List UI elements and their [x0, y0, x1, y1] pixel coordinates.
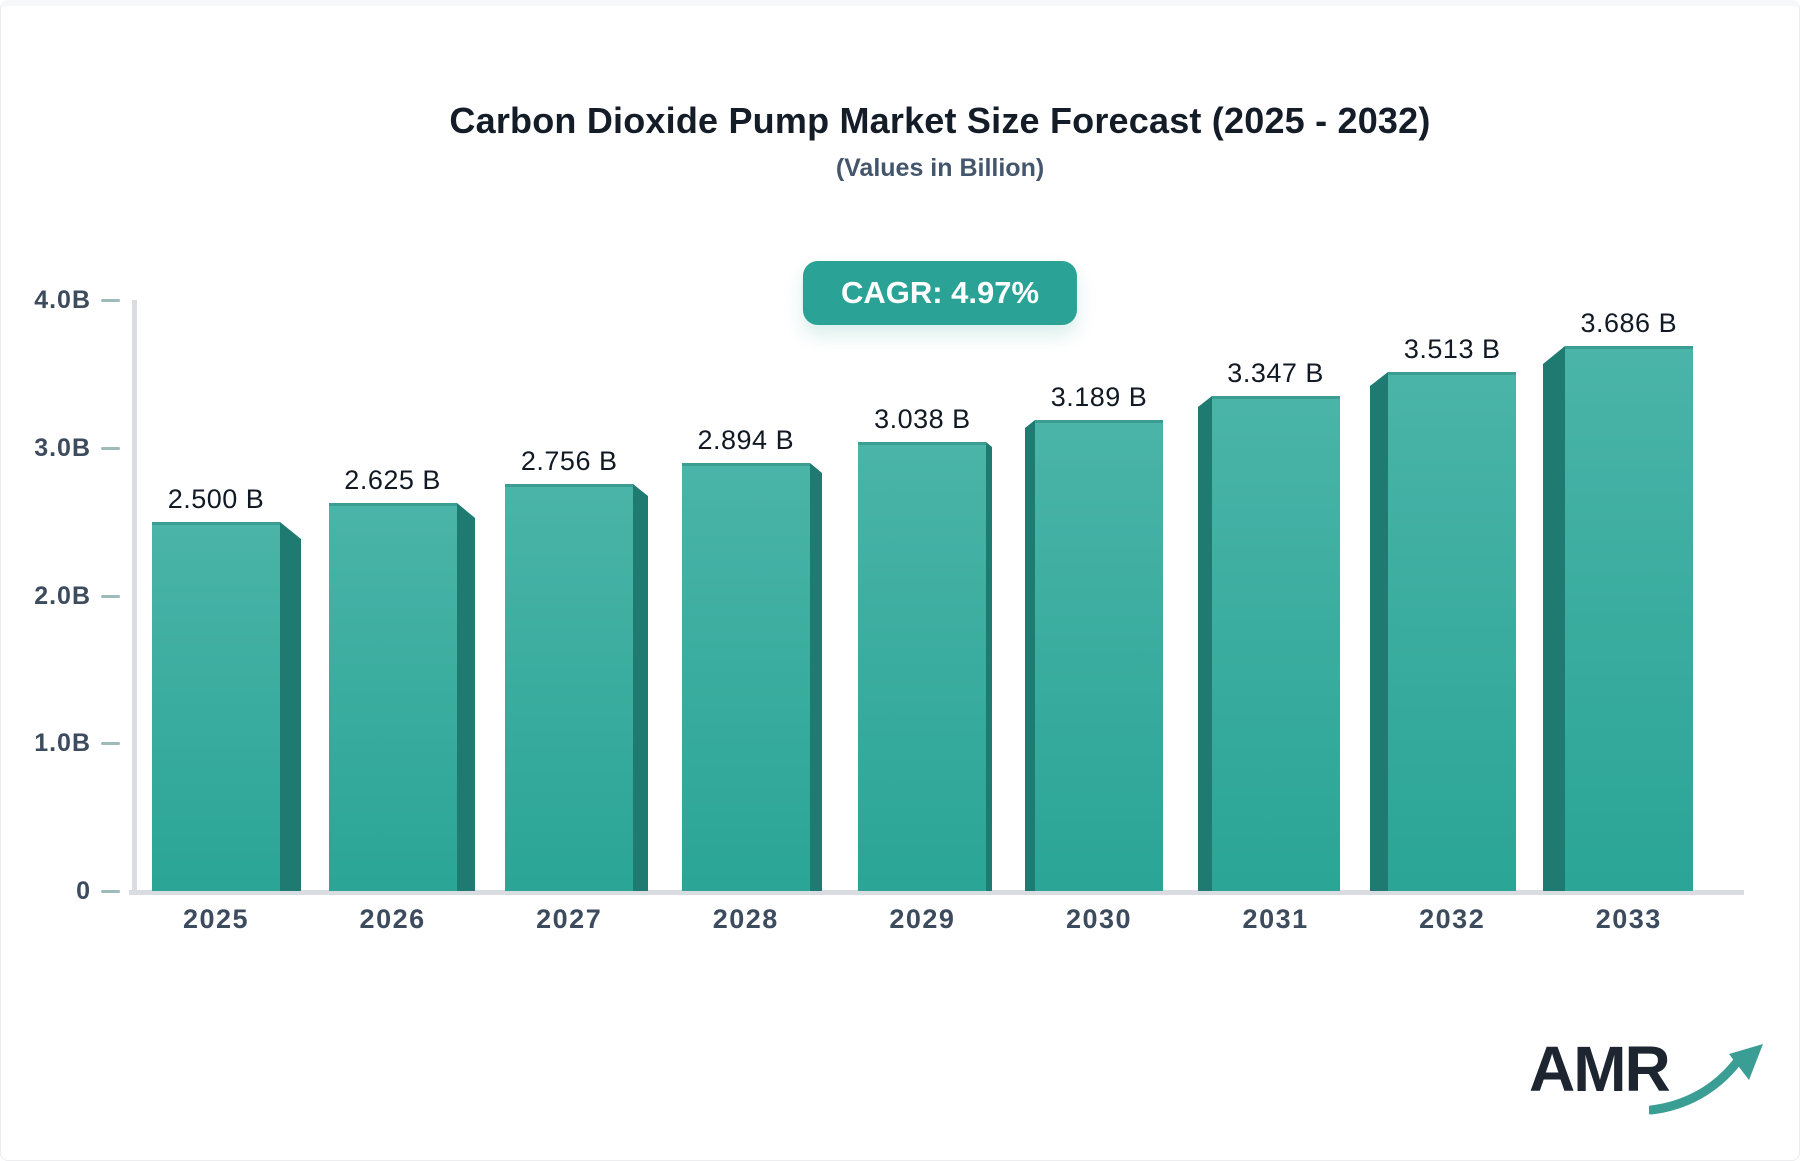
bar-value-label-2030: 3.189 B [1050, 382, 1148, 412]
x-axis-label-2028: 2028 [712, 904, 779, 934]
y-tick-label: 4.0B [34, 286, 91, 314]
bar-side-2028 [810, 463, 822, 891]
bar-value-label-2031: 3.347 B [1227, 358, 1324, 388]
amr-logo-text: AMR [1529, 1033, 1671, 1105]
bar-2025 [152, 522, 280, 891]
bar-side-2027 [633, 484, 648, 891]
chart-subtitle: (Values in Billion) [835, 154, 1045, 182]
x-axis-label-2031: 2031 [1242, 904, 1309, 934]
y-tick [101, 594, 120, 598]
bar-chart-plot: 0 1.0B 2.0B 3.0B 4.0B 2.500 B 2025 2.625 B 2026 2… [1, 6, 1799, 1160]
y-tick-label: 1.0B [34, 729, 91, 758]
y-tick [101, 299, 120, 302]
x-axis-label-2025: 2025 [182, 904, 250, 934]
y-tick [101, 742, 120, 746]
bar-2027 [505, 484, 633, 891]
x-axis-baseline [129, 890, 1744, 895]
cagr-badge: CAGR: 4.97% [802, 261, 1078, 325]
bar-value-label-2028: 2.894 B [697, 425, 795, 455]
bar-value-label-2032: 3.513 B [1403, 334, 1501, 364]
y-tick-label: 3.0B [34, 433, 91, 462]
y-tick-label: 2.0B [34, 581, 91, 610]
amr-logo: AMR [1529, 1032, 1779, 1122]
x-axis-label-2029: 2029 [889, 904, 956, 934]
bar-2026 [329, 503, 457, 891]
bar-value-label-2029: 3.038 B [874, 404, 971, 434]
bar-value-label-2033: 3.686 B [1580, 308, 1678, 338]
x-axis-label-2026: 2026 [359, 904, 426, 934]
bar-2033 [1565, 346, 1693, 891]
chart-header: Carbon Dioxide Pump Market Size Forecast… [136, 6, 1744, 346]
bar-side-2025 [280, 522, 301, 891]
bar-2030 [1035, 420, 1163, 891]
y-axis-line [132, 300, 137, 895]
cagr-badge-label: CAGR: 4.97% [840, 275, 1040, 310]
y-tick [101, 446, 120, 450]
bar-2032 [1388, 372, 1516, 891]
y-tick-label: 0 [76, 877, 91, 905]
x-axis-label-2030: 2030 [1065, 904, 1133, 934]
bar-side-2031 [1198, 396, 1212, 891]
bar-2028 [682, 463, 810, 891]
bar-side-2030 [1025, 420, 1035, 891]
growth-arrow-icon [1649, 1044, 1763, 1115]
bar-side-2026 [457, 503, 475, 891]
bar-value-label-2026: 2.625 B [344, 465, 441, 495]
y-tick [101, 890, 120, 893]
bar-2029 [858, 442, 986, 891]
x-axis-label-2032: 2032 [1419, 904, 1486, 934]
bar-2031 [1212, 396, 1340, 891]
chart-title: Carbon Dioxide Pump Market Size Forecast… [449, 100, 1431, 141]
x-axis-label-2033: 2033 [1595, 904, 1662, 934]
bar-value-label-2027: 2.756 B [520, 446, 618, 476]
x-axis-label-2027: 2027 [536, 904, 603, 934]
bar-side-2033 [1543, 346, 1565, 891]
bar-side-2029 [986, 442, 992, 891]
bar-value-label-2025: 2.500 B [167, 484, 265, 514]
bar-side-2032 [1370, 372, 1388, 891]
